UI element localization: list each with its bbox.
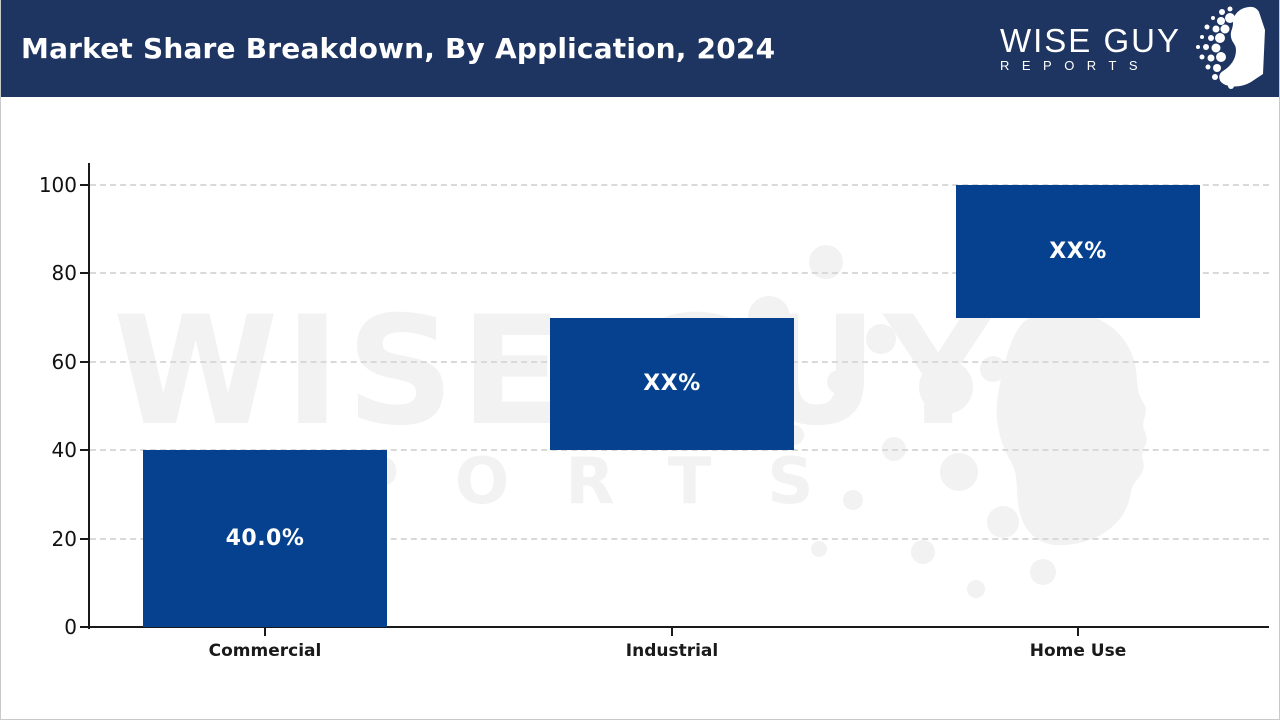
y-tick-label-80: 80 bbox=[51, 261, 77, 286]
logo-text: WISE GUY REPORTS bbox=[999, 21, 1181, 73]
y-tick-mark-40 bbox=[80, 449, 89, 452]
bar-commercial: 40.0% bbox=[143, 450, 387, 627]
x-tick-mark-2 bbox=[671, 628, 673, 636]
y-tick-label-40: 40 bbox=[51, 438, 77, 463]
x-tick-mark-1 bbox=[264, 628, 266, 636]
header-banner: Market Share Breakdown, By Application, … bbox=[1, 0, 1279, 97]
logo-subtitle: REPORTS bbox=[999, 58, 1151, 74]
bar-industrial: XX% bbox=[550, 317, 794, 451]
x-tick-mark-3 bbox=[1077, 628, 1079, 636]
bar-value-label: 40.0% bbox=[225, 526, 305, 552]
y-tick-mark-20 bbox=[80, 537, 89, 540]
y-axis-line bbox=[87, 163, 90, 629]
wise-guy-reports-logo: WISE GUY REPORTS bbox=[1000, 4, 1267, 94]
y-tick-label-60: 60 bbox=[51, 349, 77, 374]
y-tick-mark-80 bbox=[80, 272, 89, 275]
y-tick-label-0: 0 bbox=[64, 615, 77, 639]
gridline-y80 bbox=[90, 272, 1269, 275]
y-tick-mark-0 bbox=[80, 626, 89, 628]
x-category-label-commercial: Commercial bbox=[208, 641, 322, 661]
gridline-y20 bbox=[90, 537, 1269, 540]
y-tick-label-100: 100 bbox=[38, 173, 77, 197]
bar-value-label: XX% bbox=[1049, 238, 1107, 264]
logo-wordmark: WISE GUY bbox=[999, 21, 1181, 59]
chart-area: WISE GUY REPORTS 0 20 40 60 80 100 40.0% XX% XX%… bbox=[1, 97, 1279, 719]
gridline-y100 bbox=[90, 184, 1269, 186]
logo-face-icon bbox=[1196, 6, 1265, 89]
bar-value-label: XX% bbox=[643, 371, 701, 397]
bar-home-use: XX% bbox=[956, 185, 1200, 318]
y-tick-mark-60 bbox=[80, 360, 89, 363]
y-tick-label-20: 20 bbox=[51, 526, 77, 551]
x-category-label-industrial: Industrial bbox=[625, 641, 719, 661]
x-category-label-home-use: Home Use bbox=[1029, 641, 1127, 661]
y-tick-mark-100 bbox=[80, 184, 89, 186]
page-title: Market Share Breakdown, By Application, … bbox=[21, 32, 776, 65]
x-axis-line bbox=[86, 625, 1269, 628]
gridline-y40 bbox=[90, 449, 1269, 452]
